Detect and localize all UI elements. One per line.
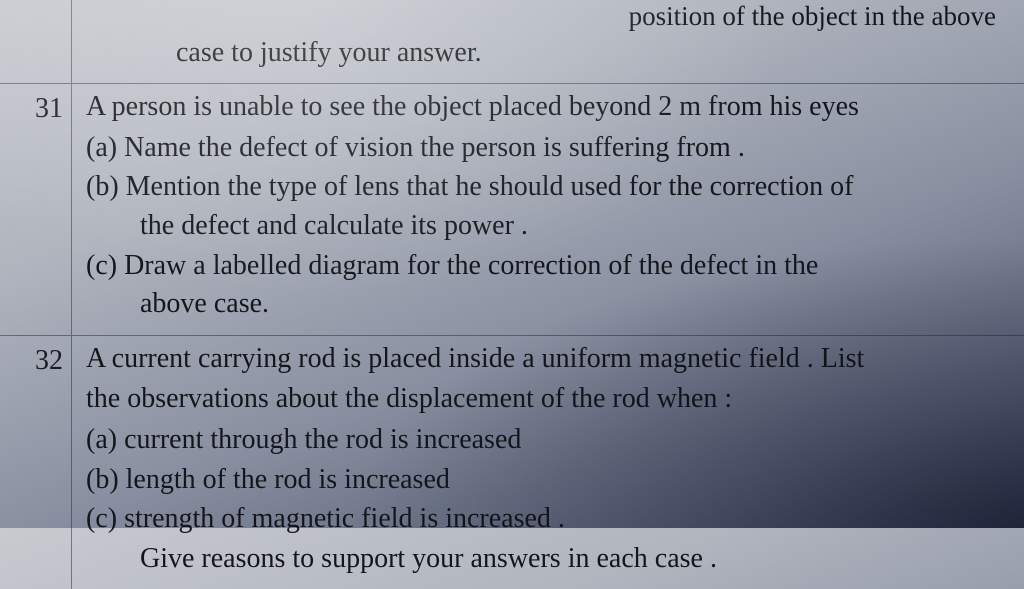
q-number-cell-blank (0, 0, 72, 83)
q31-b: (b) Mention the type of lens that he sho… (86, 168, 1006, 245)
q31-number: 31 (0, 84, 72, 335)
q31-a-text: Name the defect of vision the person is … (124, 132, 745, 163)
partial-line2: case to justify your answer. (176, 34, 1006, 73)
partial-line1: position of the object in the above (86, 0, 1006, 34)
row-partial-previous: position of the object in the above case… (0, 0, 1024, 83)
q31-a: (a) Name the defect of vision the person… (86, 129, 1006, 168)
q32-b: (b) length of the rod is increased (86, 461, 1006, 500)
q32-b-label: (b) (86, 464, 119, 495)
q32-stem2: the observations about the displacement … (86, 380, 1006, 419)
q32-a-label: (a) (86, 424, 117, 455)
partial-content: position of the object in the above case… (72, 0, 1024, 83)
q32-number: 32 (0, 336, 72, 589)
q32-content: A current carrying rod is placed inside … (72, 336, 1024, 589)
q32-c: (c) strength of magnetic field is increa… (86, 500, 1006, 539)
q32-a-text: current through the rod is increased (124, 424, 521, 455)
exam-page: position of the object in the above case… (0, 0, 1024, 528)
q31-c-text1: Draw a labelled diagram for the correcti… (124, 250, 818, 281)
q32-a: (a) current through the rod is increased (86, 421, 1006, 460)
row-q31: 31 A person is unable to see the object … (0, 83, 1024, 335)
q31-stem: A person is unable to see the object pla… (86, 88, 1006, 127)
q31-b-label: (b) (86, 171, 119, 202)
q32-b-text: length of the rod is increased (126, 464, 450, 495)
q31-c-label: (c) (86, 250, 117, 281)
q31-content: A person is unable to see the object pla… (72, 84, 1024, 335)
q31-c: (c) Draw a labelled diagram for the corr… (86, 247, 1006, 324)
q31-b-text1: Mention the type of lens that he should … (126, 171, 854, 202)
q32-c-text: strength of magnetic field is increased … (124, 503, 565, 534)
row-q32: 32 A current carrying rod is placed insi… (0, 335, 1024, 589)
q32-stem1: A current carrying rod is placed inside … (86, 340, 1006, 379)
q32-c-label: (c) (86, 503, 117, 534)
q32-footer: Give reasons to support your answers in … (86, 540, 1006, 579)
q31-a-label: (a) (86, 132, 117, 163)
q31-c-text2: above case. (86, 285, 1006, 324)
q31-b-text2: the defect and calculate its power . (86, 207, 1006, 246)
